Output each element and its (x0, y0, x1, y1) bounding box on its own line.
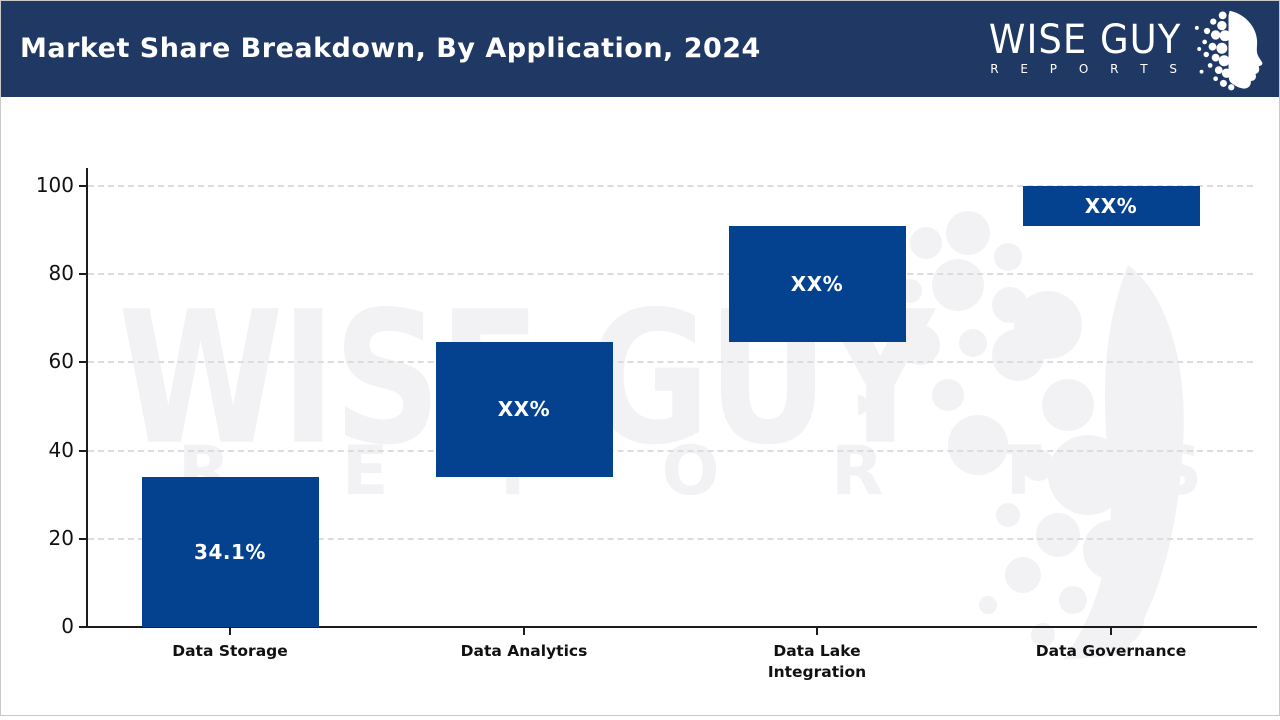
gridline-60 (88, 361, 1253, 364)
x-category-label-3: Data Lake Integration (767, 642, 867, 681)
x-tick-mark-3 (816, 628, 818, 635)
gridline-40 (88, 449, 1253, 452)
x-tick-mark-2 (523, 628, 525, 635)
y-tick-label-60: 60 (48, 349, 74, 374)
y-tick-mark-100 (79, 185, 87, 187)
y-axis-line (86, 168, 88, 628)
x-category-label-1: Data Storage (172, 642, 288, 660)
x-tick-mark-4 (1110, 628, 1112, 635)
gridline-80 (88, 273, 1253, 276)
bar-value-label: 34.1% (194, 539, 266, 564)
x-tick-mark-1 (229, 628, 231, 635)
y-tick-label-0: 0 (61, 614, 74, 638)
brand-logo-text: WISE GUY R E P O R T S (984, 16, 1186, 76)
bar-data-analytics: XX% (435, 342, 613, 477)
bar-data-storage: 34.1% (141, 476, 319, 627)
bar-value-label: XX% (790, 272, 844, 297)
bar-value-label: XX% (1084, 194, 1138, 219)
y-tick-label-100: 100 (35, 173, 74, 197)
gridline-100 (88, 185, 1253, 187)
brand-head-icon (1194, 10, 1263, 90)
x-category-label-4: Data Governance (1035, 642, 1187, 660)
brand-logo: WISE GUY R E P O R T S (984, 0, 1268, 97)
page-title: Market Share Breakdown, By Application, … (20, 33, 761, 64)
brand-name: WISE GUY (988, 16, 1182, 63)
y-tick-mark-0 (79, 626, 87, 628)
brand-subname: R E P O R T S (990, 62, 1186, 76)
y-tick-mark-40 (79, 449, 87, 452)
x-category-label-2: Data Analytics (460, 642, 588, 660)
watermark-head-dots (858, 211, 1184, 660)
header-bar: Market Share Breakdown, By Application, … (0, 0, 1280, 97)
y-tick-mark-20 (79, 537, 87, 540)
gridline-20 (88, 537, 1253, 540)
x-axis-line (85, 626, 1257, 628)
y-tick-mark-60 (79, 361, 87, 364)
y-tick-mark-80 (79, 273, 87, 276)
y-tick-label-40: 40 (48, 437, 74, 462)
y-tick-label-20: 20 (48, 525, 74, 550)
bar-data-governance: XX% (1022, 186, 1200, 227)
bar-value-label: XX% (497, 397, 551, 422)
y-tick-label-80: 80 (48, 261, 74, 286)
bar-data-lake-integration: XX% (728, 226, 906, 343)
